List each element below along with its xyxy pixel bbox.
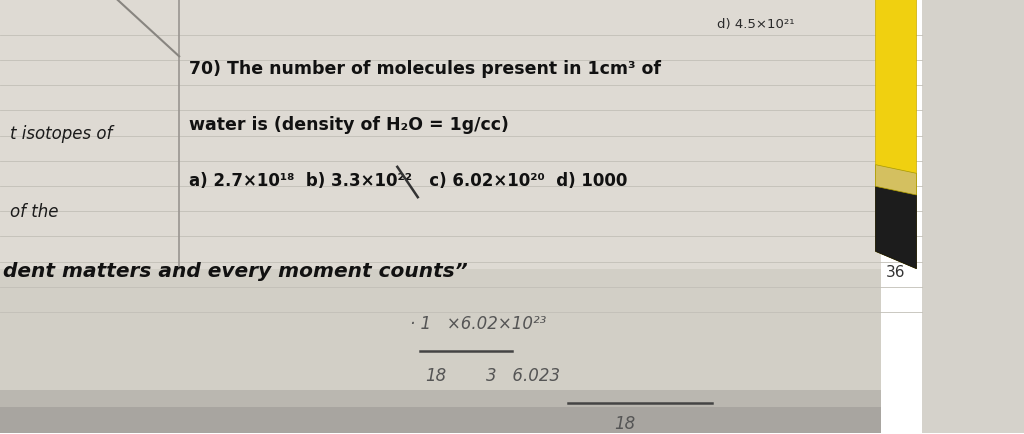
- Polygon shape: [0, 408, 881, 433]
- Text: 18: 18: [614, 415, 636, 433]
- Text: · 1   ×6.02×10²³: · 1 ×6.02×10²³: [410, 316, 546, 333]
- Polygon shape: [876, 186, 916, 269]
- Text: 18: 18: [425, 367, 446, 385]
- FancyBboxPatch shape: [0, 269, 881, 433]
- Text: 70) The number of molecules present in 1cm³ of: 70) The number of molecules present in 1…: [189, 59, 662, 78]
- Text: 36: 36: [886, 265, 905, 280]
- FancyBboxPatch shape: [0, 390, 881, 433]
- FancyBboxPatch shape: [0, 0, 881, 269]
- Text: dent matters and every moment counts”: dent matters and every moment counts”: [3, 262, 468, 281]
- Text: d) 4.5×10²¹: d) 4.5×10²¹: [717, 18, 795, 31]
- FancyBboxPatch shape: [922, 0, 1024, 433]
- Polygon shape: [876, 0, 916, 269]
- Text: t isotopes of: t isotopes of: [10, 125, 113, 143]
- FancyBboxPatch shape: [0, 408, 881, 433]
- Polygon shape: [876, 164, 916, 195]
- Text: water is (density of H₂O = 1g/cc): water is (density of H₂O = 1g/cc): [189, 116, 509, 134]
- Text: a) 2.7×10¹⁸  b) 3.3×10²²   c) 6.02×10²⁰  d) 1000: a) 2.7×10¹⁸ b) 3.3×10²² c) 6.02×10²⁰ d) …: [189, 172, 628, 191]
- Text: of the: of the: [10, 203, 58, 220]
- Text: 3   6.023: 3 6.023: [486, 367, 560, 385]
